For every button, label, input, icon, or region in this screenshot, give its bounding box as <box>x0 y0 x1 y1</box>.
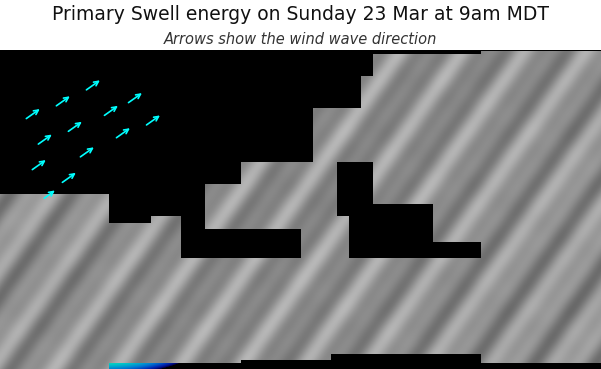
Text: Arrows show the wind wave direction: Arrows show the wind wave direction <box>164 31 437 46</box>
Text: Primary Swell energy on Sunday 23 Mar at 9am MDT: Primary Swell energy on Sunday 23 Mar at… <box>52 6 549 24</box>
